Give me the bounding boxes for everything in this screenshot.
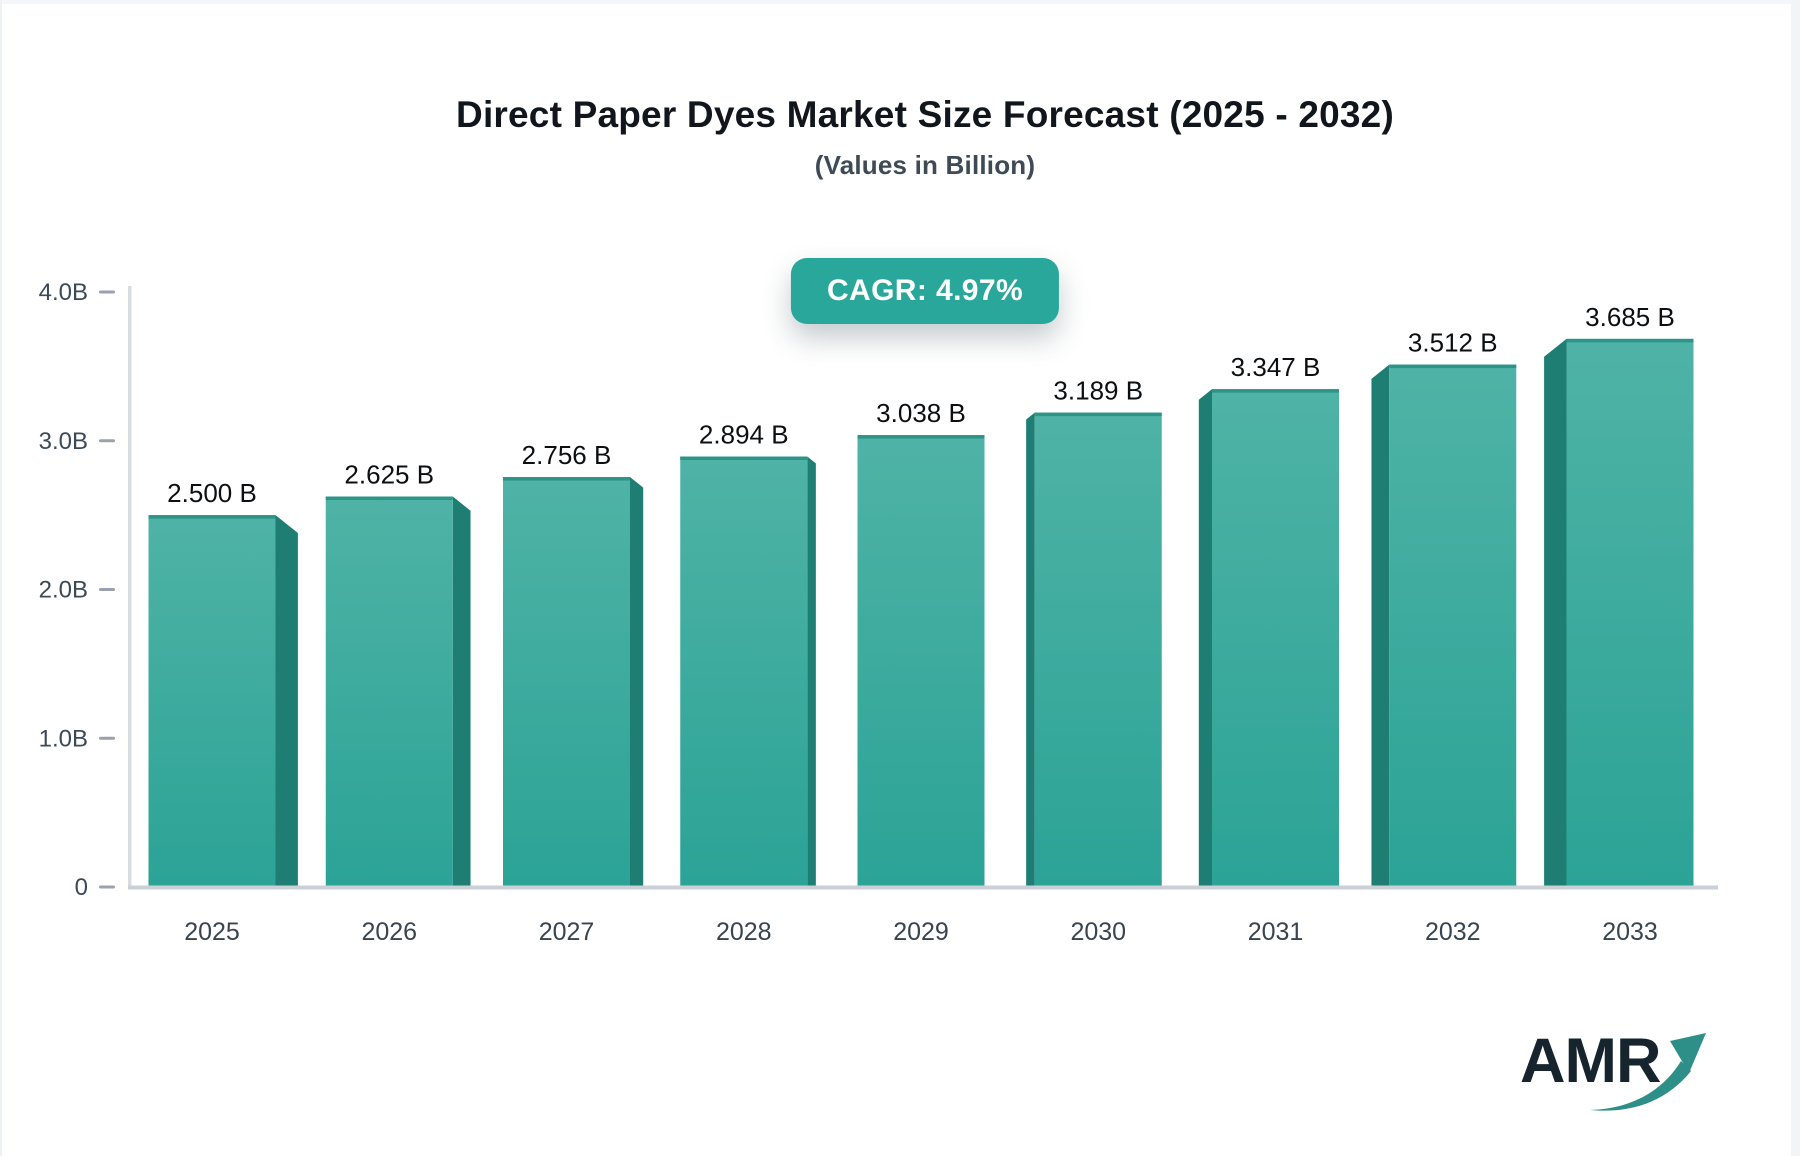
bar-group-2031: 3.347 B 2031 — [1198, 352, 1339, 946]
bar-top-edge-2033 — [1566, 338, 1694, 343]
bar-top-edge-2028 — [680, 456, 808, 461]
window-edge-right — [1791, 0, 1800, 1156]
value-label-2028: 2.894 B — [699, 420, 789, 450]
value-label-2031: 3.347 B — [1231, 352, 1321, 382]
bar-front-2030 — [1034, 412, 1162, 887]
bar-side-2032 — [1371, 364, 1390, 888]
chart-subtitle: (Values in Billion) — [814, 150, 1036, 180]
bar-side-2028 — [807, 456, 816, 887]
y-tick-label-1.0B: 1.0B — [39, 725, 88, 752]
x-axis — [128, 885, 1718, 890]
bar-front-2025 — [148, 515, 276, 887]
bar-group-2033: 3.685 B 2033 — [1544, 302, 1694, 946]
bar-front-2026 — [325, 496, 453, 887]
cagr-badge: CAGR: 4.97% — [790, 258, 1060, 324]
bar-group-2029: 3.038 B 2029 — [857, 398, 985, 946]
bar-top-edge-2029 — [857, 435, 985, 439]
x-tick-label-2031: 2031 — [1248, 918, 1304, 946]
bar-top-edge-2030 — [1034, 412, 1162, 417]
bar-group-2027: 2.756 B 2027 — [503, 440, 644, 946]
y-tick-dash-2.0B — [99, 588, 115, 591]
amr-logo: AMR — [1520, 1030, 1730, 1125]
bar-group-2025: 2.500 B 2025 — [148, 478, 298, 946]
y-tick-dash-4.0B — [99, 290, 115, 294]
amr-logo-text: AMR — [1520, 1026, 1661, 1096]
value-label-2032: 3.512 B — [1408, 328, 1498, 358]
bar-top-edge-2031 — [1212, 389, 1339, 393]
x-tick-label-2028: 2028 — [716, 918, 772, 946]
y-tick-dash-3.0B — [99, 439, 115, 443]
y-axis — [128, 286, 132, 889]
x-tick-label-2025: 2025 — [184, 918, 240, 946]
value-label-2027: 2.756 B — [522, 440, 612, 470]
bar-top-edge-2032 — [1389, 364, 1517, 369]
chart-header: Direct Paper Dyes Market Size Forecast (… — [105, 94, 1745, 181]
bar-top-edge-2025 — [148, 515, 276, 519]
x-tick-label-2030: 2030 — [1070, 918, 1126, 946]
value-label-2025: 2.500 B — [167, 478, 257, 508]
value-label-2030: 3.189 B — [1053, 376, 1143, 406]
y-tick-dash-1.0B — [99, 736, 115, 740]
x-tick-label-2032: 2032 — [1425, 918, 1481, 946]
bar-group-2032: 3.512 B 2032 — [1371, 328, 1517, 946]
value-label-2033: 3.685 B — [1585, 302, 1675, 332]
value-label-2026: 2.625 B — [344, 460, 434, 490]
bar-side-2031 — [1198, 389, 1212, 887]
bar-front-2033 — [1566, 338, 1694, 887]
bar-front-2027 — [503, 477, 630, 887]
bar-side-2030 — [1026, 412, 1035, 887]
y-tick-label-2.0B: 2.0B — [39, 577, 88, 604]
bar-front-2032 — [1389, 364, 1517, 888]
x-tick-label-2033: 2033 — [1602, 918, 1658, 946]
x-tick-label-2026: 2026 — [361, 918, 417, 946]
bar-group-2026: 2.625 B 2026 — [325, 460, 471, 946]
window-edge-top — [0, 0, 1800, 4]
bar-front-2028 — [680, 456, 808, 887]
bar-top-edge-2027 — [503, 477, 630, 481]
chart-title: Direct Paper Dyes Market Size Forecast (… — [456, 94, 1394, 135]
bar-side-2025 — [275, 515, 298, 887]
y-tick-label-4.0B: 4.0B — [39, 279, 88, 306]
bar-side-2033 — [1544, 338, 1567, 887]
x-tick-label-2029: 2029 — [893, 918, 949, 946]
bar-front-2029 — [857, 435, 985, 887]
bar-top-edge-2026 — [325, 496, 453, 501]
x-tick-label-2027: 2027 — [539, 918, 595, 946]
growth-arrow-icon — [1590, 1033, 1706, 1111]
bar-front-2031 — [1212, 389, 1339, 887]
window-edge-left — [0, 0, 2, 1156]
y-tick-label-3.0B: 3.0B — [39, 428, 88, 455]
bar-side-2026 — [452, 496, 471, 887]
bar-side-2027 — [630, 477, 644, 887]
value-label-2029: 3.038 B — [876, 398, 966, 428]
bar-group-2030: 3.189 B 2030 — [1026, 376, 1162, 946]
y-tick-dash-0 — [99, 885, 115, 889]
y-tick-label-0: 0 — [75, 874, 88, 901]
bar-group-2028: 2.894 B 2028 — [680, 420, 816, 946]
